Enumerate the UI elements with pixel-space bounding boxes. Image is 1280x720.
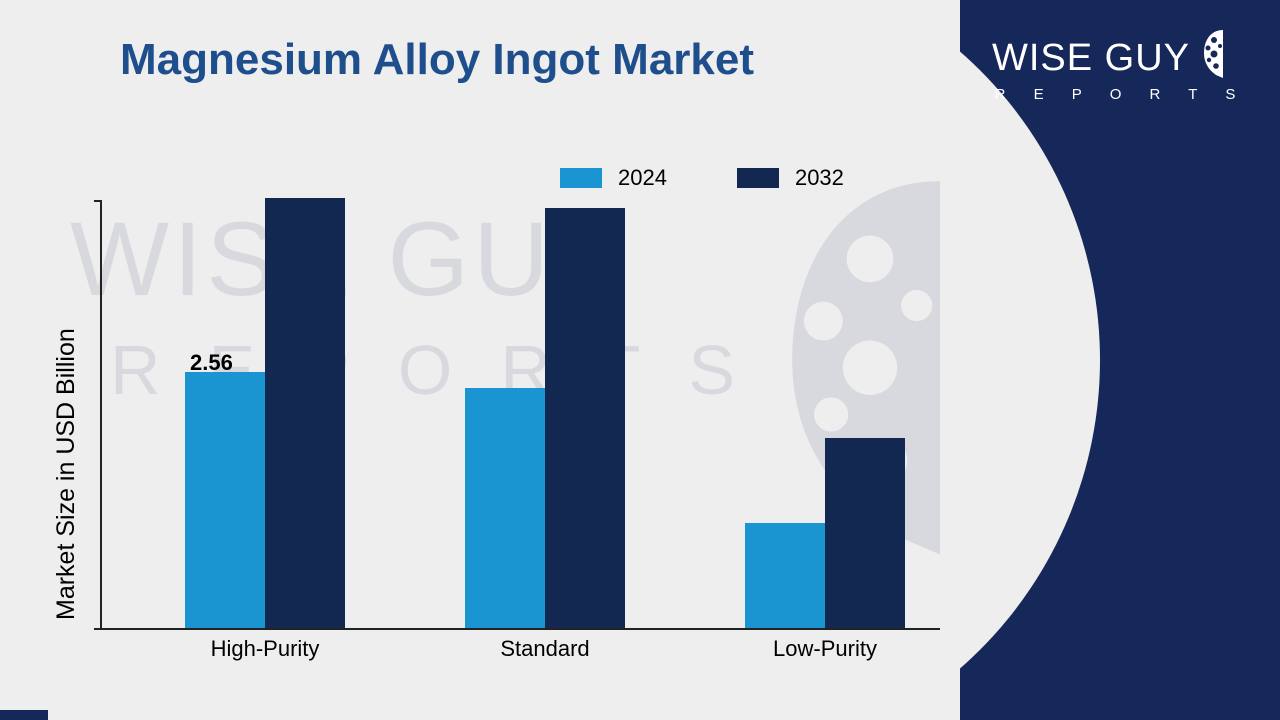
brand-logo: WISE GUY R E P O R T S [992, 26, 1250, 103]
legend: 2024 2032 [560, 165, 844, 191]
category-label: Standard [445, 636, 645, 662]
bar-group: Low-Purity [740, 438, 910, 628]
brand-main-text: WISE GUY [992, 37, 1190, 80]
y-axis-line [100, 200, 102, 630]
legend-item-2024: 2024 [560, 165, 667, 191]
category-label: High-Purity [165, 636, 365, 662]
bar-value-label: 2.56 [190, 350, 233, 376]
chart-plot-area: High-Purity Standard Low-Purity 2.56 [100, 200, 940, 630]
legend-label-2032: 2032 [795, 165, 844, 191]
brand-sub-text: R E P O R T S [992, 86, 1250, 103]
x-axis-line [100, 628, 940, 630]
legend-item-2032: 2032 [737, 165, 844, 191]
bar-2032 [825, 438, 905, 628]
page-root: WISE GUY R E P O R T S WISE GUY REPORTS [0, 0, 1280, 720]
bar-2024 [185, 372, 265, 628]
legend-label-2024: 2024 [618, 165, 667, 191]
legend-swatch-2024 [560, 168, 602, 188]
y-tick-top [94, 200, 100, 202]
bar-group: Standard [460, 208, 630, 628]
chart-title: Magnesium Alloy Ingot Market [120, 35, 754, 85]
bar-2024 [745, 523, 825, 628]
y-axis-label: Market Size in USD Billion [52, 328, 81, 620]
bar-2024 [465, 388, 545, 628]
y-tick-bottom [94, 628, 100, 630]
bar-2032 [265, 198, 345, 628]
bar-2032 [545, 208, 625, 628]
right-brand-panel [960, 0, 1280, 720]
category-label: Low-Purity [725, 636, 925, 662]
footer-accent-bar [0, 710, 48, 720]
bar-group: High-Purity [180, 198, 350, 628]
legend-swatch-2032 [737, 168, 779, 188]
head-icon [1196, 26, 1250, 90]
brand-main-row: WISE GUY [992, 26, 1250, 90]
